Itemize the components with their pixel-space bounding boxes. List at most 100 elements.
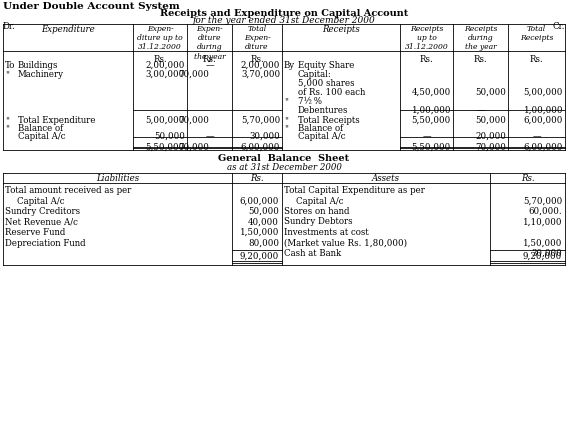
Text: 1,50,000: 1,50,000	[240, 228, 279, 237]
Text: 30,000: 30,000	[531, 249, 562, 258]
Text: —: —	[205, 61, 214, 70]
Text: Assets: Assets	[372, 174, 400, 183]
Text: 9,20,000: 9,20,000	[240, 252, 279, 261]
Text: 9,20,000: 9,20,000	[523, 252, 562, 261]
Text: Capital A/c: Capital A/c	[296, 197, 344, 206]
Text: 50,000: 50,000	[475, 116, 506, 125]
Text: Expenditure: Expenditure	[41, 25, 95, 34]
Text: Rs.: Rs.	[420, 55, 433, 64]
Text: Receipts
up to
31.12.2000: Receipts up to 31.12.2000	[404, 25, 448, 52]
Text: 50,000: 50,000	[154, 132, 185, 141]
Text: General  Balance  Sheet: General Balance Sheet	[219, 154, 349, 163]
Text: 70,000: 70,000	[178, 143, 210, 152]
Text: 5,00,000: 5,00,000	[145, 116, 185, 125]
Text: 5,50,000: 5,50,000	[412, 143, 451, 152]
Text: 70,000: 70,000	[178, 70, 210, 79]
Text: Cash at Bank: Cash at Bank	[284, 249, 341, 258]
Text: ": "	[5, 70, 9, 79]
Text: 50,000: 50,000	[475, 88, 506, 97]
Text: 5,70,000: 5,70,000	[523, 197, 562, 206]
Text: Total
Receipts: Total Receipts	[520, 25, 553, 42]
Text: —: —	[422, 132, 431, 141]
Text: Total Capital Expenditure as per: Total Capital Expenditure as per	[284, 186, 425, 195]
Text: Total Expenditure: Total Expenditure	[18, 116, 95, 125]
Text: ": "	[284, 124, 288, 133]
Text: Receipts and Expenditure on Capital Account: Receipts and Expenditure on Capital Acco…	[160, 9, 408, 18]
Text: Sundry Creditors: Sundry Creditors	[5, 207, 80, 216]
Text: 5,50,000: 5,50,000	[412, 116, 451, 125]
Text: Under Double Account System: Under Double Account System	[3, 2, 179, 11]
Text: Balance of: Balance of	[18, 124, 63, 133]
Text: Liabilities: Liabilities	[96, 174, 139, 183]
Text: Expen-
diture up to
31.12.2000: Expen- diture up to 31.12.2000	[137, 25, 183, 52]
Text: of Rs. 100 each: of Rs. 100 each	[298, 88, 365, 97]
Text: 70,000: 70,000	[475, 143, 506, 152]
Text: ": "	[5, 116, 9, 125]
Text: Equity Share: Equity Share	[298, 61, 354, 70]
Text: Receipts: Receipts	[322, 25, 360, 34]
Text: 5,000 shares: 5,000 shares	[298, 79, 354, 88]
Text: Reserve Fund: Reserve Fund	[5, 228, 65, 237]
Text: By: By	[284, 61, 295, 70]
Text: for the year ended 31st December 2000: for the year ended 31st December 2000	[193, 16, 375, 25]
Text: 80,000: 80,000	[248, 238, 279, 247]
Text: 2,00,000: 2,00,000	[241, 61, 280, 70]
Text: Buildings: Buildings	[18, 61, 59, 70]
Text: ": "	[5, 124, 9, 133]
Text: Total Receipts: Total Receipts	[298, 116, 360, 125]
Text: —: —	[476, 106, 485, 115]
Text: —: —	[532, 132, 541, 141]
Text: —: —	[205, 132, 214, 141]
Text: Investments at cost: Investments at cost	[284, 228, 369, 237]
Text: Rs.: Rs.	[250, 174, 264, 183]
Text: Rs.: Rs.	[521, 174, 534, 183]
Text: 5,50,000: 5,50,000	[146, 143, 185, 152]
Text: Rs.: Rs.	[250, 55, 264, 64]
Text: Rs.: Rs.	[529, 55, 544, 64]
Text: 1,10,000: 1,10,000	[523, 218, 562, 226]
Text: 1,00,000: 1,00,000	[524, 106, 563, 115]
Text: Capital:: Capital:	[298, 70, 332, 79]
Text: 50,000: 50,000	[248, 207, 279, 216]
Text: 30,000: 30,000	[249, 132, 280, 141]
Text: 3,00,000: 3,00,000	[146, 70, 185, 79]
Text: 60,000.: 60,000.	[528, 207, 562, 216]
Text: as at 31st December 2000: as at 31st December 2000	[227, 163, 341, 172]
Text: Rs.: Rs.	[153, 55, 167, 64]
Text: Capital A/c: Capital A/c	[298, 132, 345, 141]
Text: 6,00,000: 6,00,000	[241, 143, 280, 152]
Text: To: To	[5, 61, 15, 70]
Text: 1,00,000: 1,00,000	[411, 106, 451, 115]
Text: 2,00,000: 2,00,000	[145, 61, 185, 70]
Text: 5,00,000: 5,00,000	[524, 88, 563, 97]
Text: ": "	[284, 97, 288, 106]
Text: Receipts
during
the year: Receipts during the year	[464, 25, 497, 52]
Text: 70,000: 70,000	[178, 116, 210, 125]
Text: 6,00,000: 6,00,000	[524, 143, 563, 152]
Text: 4,50,000: 4,50,000	[412, 88, 451, 97]
Text: 40,000: 40,000	[248, 218, 279, 226]
Text: Total amount received as per: Total amount received as per	[5, 186, 131, 195]
Text: Net Revenue A/c: Net Revenue A/c	[5, 218, 78, 226]
Text: Expen-
diture
during
the year: Expen- diture during the year	[194, 25, 225, 60]
Text: Rs.: Rs.	[474, 55, 487, 64]
Text: 1,50,000: 1,50,000	[523, 238, 562, 247]
Text: 6,00,000: 6,00,000	[240, 197, 279, 206]
Text: Depreciation Fund: Depreciation Fund	[5, 238, 86, 247]
Text: Capital A/c: Capital A/c	[17, 197, 65, 206]
Text: Machinery: Machinery	[18, 70, 64, 79]
Text: Rs.: Rs.	[203, 55, 216, 64]
Text: Sundry Debtors: Sundry Debtors	[284, 218, 353, 226]
Text: Balance of: Balance of	[298, 124, 343, 133]
Text: Total
Expen-
diture: Total Expen- diture	[244, 25, 270, 52]
Text: 7½ %: 7½ %	[298, 97, 322, 106]
Text: 20,000: 20,000	[475, 132, 506, 141]
Text: 6,00,000: 6,00,000	[524, 116, 563, 125]
Text: Stores on hand: Stores on hand	[284, 207, 349, 216]
Text: Capital A/c: Capital A/c	[18, 132, 65, 141]
Text: Debentures: Debentures	[298, 106, 349, 115]
Text: 3,70,000: 3,70,000	[241, 70, 280, 79]
Text: Cr.: Cr.	[553, 22, 565, 31]
Text: 5,70,000: 5,70,000	[241, 116, 280, 125]
Text: Dr.: Dr.	[3, 22, 16, 31]
